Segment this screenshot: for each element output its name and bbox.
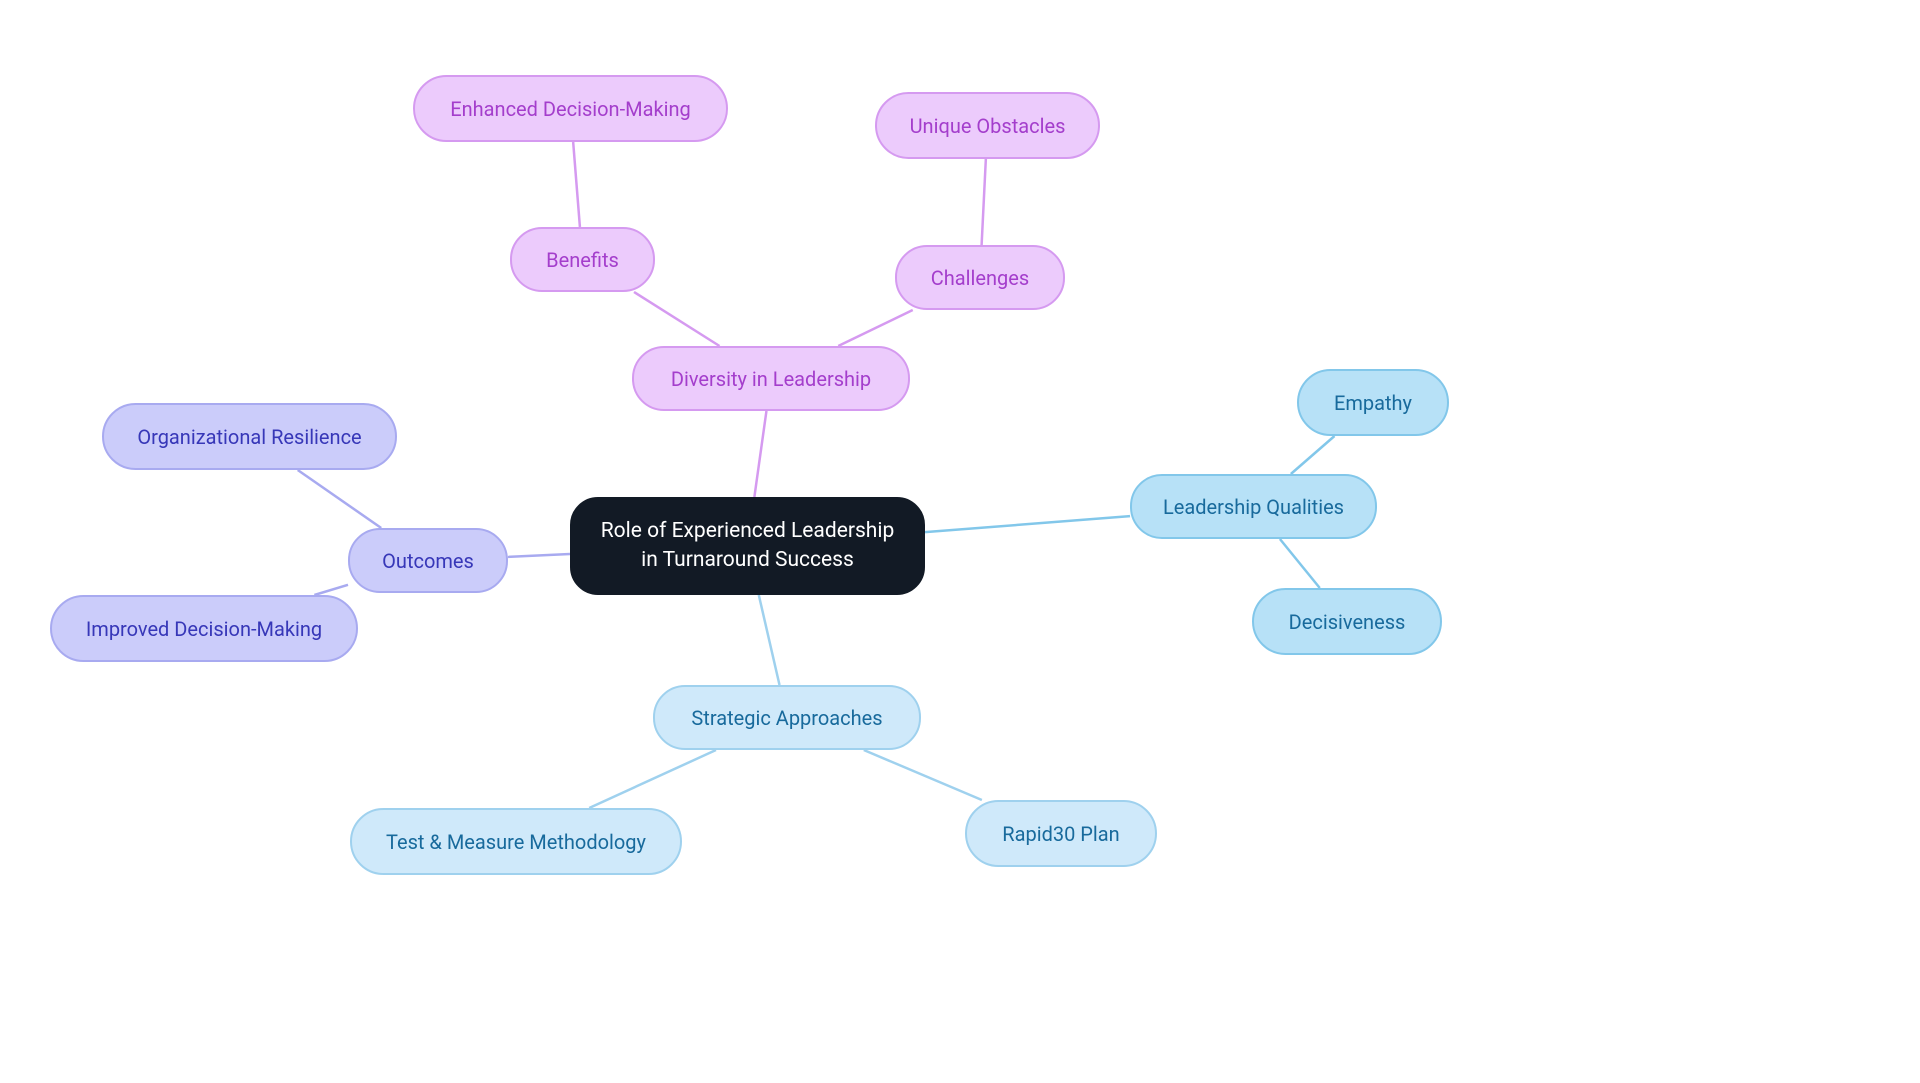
node-outcomes: Outcomes [348,528,508,593]
node-decisiveness: Decisiveness [1252,588,1442,655]
edge [838,310,912,346]
edge [982,159,986,245]
edge [314,585,348,595]
edges-layer [0,0,1920,1083]
node-edm: Enhanced Decision-Making [413,75,728,142]
edge [864,750,982,800]
node-empathy: Empathy [1297,369,1449,436]
node-test: Test & Measure Methodology [350,808,682,875]
node-rapid: Rapid30 Plan [965,800,1157,867]
edge [589,750,716,808]
node-idm: Improved Decision-Making [50,595,358,662]
edge [925,516,1130,532]
edge [298,470,381,528]
node-diversity: Diversity in Leadership [632,346,910,411]
edge [508,554,570,557]
center-node: Role of Experienced Leadershipin Turnaro… [570,497,925,595]
node-challenges: Challenges [895,245,1065,310]
edge [1291,436,1335,474]
edge [573,142,580,227]
node-strategic: Strategic Approaches [653,685,921,750]
node-qualities: Leadership Qualities [1130,474,1377,539]
node-obstacles: Unique Obstacles [875,92,1100,159]
edge [634,292,720,346]
node-benefits: Benefits [510,227,655,292]
node-org_res: Organizational Resilience [102,403,397,470]
edge [754,411,766,497]
edge [1280,539,1320,588]
edge [759,595,780,685]
